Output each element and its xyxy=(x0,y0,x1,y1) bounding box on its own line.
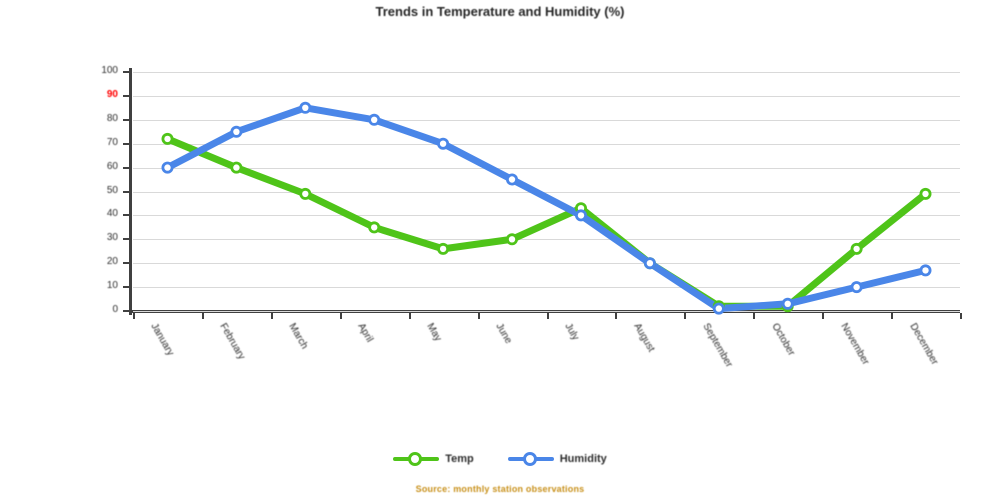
x-axis-label: October xyxy=(769,321,797,358)
grid-line xyxy=(133,215,960,217)
legend-item-temp[interactable]: Temp xyxy=(393,450,474,468)
grid-line xyxy=(133,239,960,241)
y-axis-tick xyxy=(123,214,129,217)
y-axis-label: 0 xyxy=(112,304,118,315)
y-axis-tick xyxy=(123,142,129,145)
y-axis-tick xyxy=(123,190,129,193)
legend-marker-icon xyxy=(393,450,440,468)
x-axis-label: July xyxy=(562,321,581,343)
legend-marker-icon xyxy=(507,450,554,468)
x-axis-tick xyxy=(201,313,204,319)
grid-line xyxy=(133,311,960,312)
y-axis-tick xyxy=(123,71,129,73)
grid-line xyxy=(133,167,960,169)
x-axis-tick xyxy=(753,313,756,319)
footer-note: Source: monthly station observations xyxy=(415,484,585,494)
y-axis-label: 80 xyxy=(106,112,118,124)
y-axis-label: 50 xyxy=(106,184,118,196)
grid-line xyxy=(133,191,960,193)
grid-line xyxy=(133,72,960,73)
y-axis-label: 30 xyxy=(106,232,118,244)
x-axis-label: November xyxy=(837,321,871,367)
grid-line xyxy=(133,95,960,97)
x-axis-tick xyxy=(822,313,825,319)
y-axis-tick xyxy=(123,94,129,97)
chart-legend: Temp Humidity xyxy=(0,450,1000,468)
x-axis-tick xyxy=(960,313,962,319)
y-axis-label: 90 xyxy=(106,88,118,100)
chart-title: Trends in Temperature and Humidity (%) xyxy=(375,4,625,19)
y-axis-tick xyxy=(123,238,129,241)
y-axis-tick xyxy=(123,286,129,289)
y-axis-label: 40 xyxy=(106,208,118,220)
legend-item-humidity[interactable]: Humidity xyxy=(507,450,607,468)
x-axis-label: September xyxy=(700,321,735,370)
y-axis-label: 20 xyxy=(106,256,118,268)
grid-line xyxy=(133,119,960,121)
y-axis-tick xyxy=(123,118,129,121)
x-axis-tick xyxy=(339,313,342,319)
x-axis-label: March xyxy=(286,321,311,352)
x-axis-label: April xyxy=(355,321,376,345)
x-axis-label: December xyxy=(906,321,940,367)
legend-label: Humidity xyxy=(559,453,607,465)
grid-line xyxy=(133,263,960,265)
plot-area xyxy=(133,72,960,312)
y-axis-label: 10 xyxy=(106,280,118,292)
x-axis-label: June xyxy=(493,321,514,346)
x-axis-tick xyxy=(270,313,273,319)
y-axis-tick xyxy=(123,310,129,312)
y-axis-tick xyxy=(123,262,129,265)
x-axis-tick xyxy=(684,313,687,319)
x-axis-tick xyxy=(408,313,411,319)
grid-line xyxy=(133,287,960,289)
x-axis-tick xyxy=(546,313,549,319)
x-axis-tick xyxy=(477,313,480,319)
grid-line xyxy=(133,143,960,145)
y-axis-line xyxy=(129,68,132,315)
x-axis-tick xyxy=(133,313,135,319)
x-axis-label: February xyxy=(217,321,248,362)
y-axis-label: 100 xyxy=(101,65,118,76)
x-axis-label: August xyxy=(631,321,657,354)
y-axis-tick xyxy=(123,166,129,169)
x-axis-tick xyxy=(615,313,618,319)
x-axis-label: May xyxy=(424,321,444,344)
x-axis-label: January xyxy=(148,321,177,358)
y-axis-label: 60 xyxy=(106,160,118,172)
y-axis-label: 70 xyxy=(106,136,118,148)
x-axis-tick xyxy=(891,313,894,319)
legend-label: Temp xyxy=(445,453,474,465)
